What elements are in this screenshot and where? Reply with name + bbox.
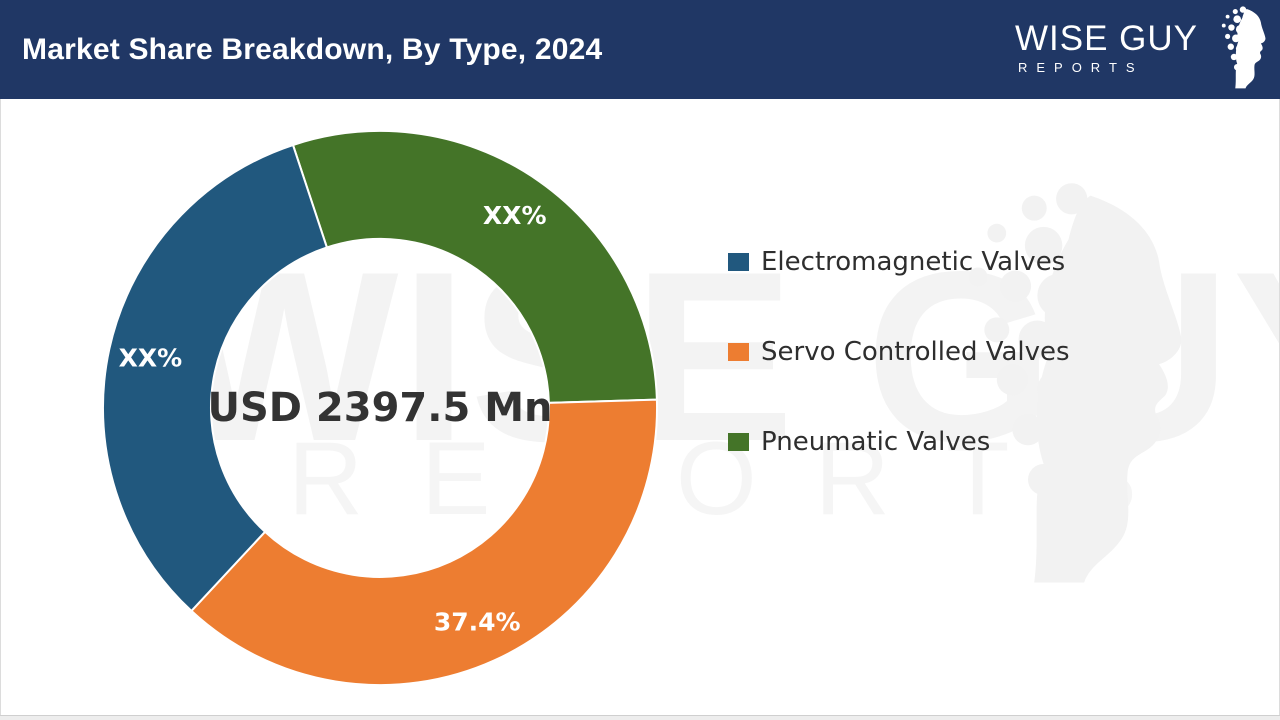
slice-electromagnetic-valves [102,143,329,613]
legend-label-electromagnetic-valves: Electromagnetic Valves [761,247,1066,277]
logo-text: WISE GUY REPORTS [1014,19,1198,75]
page-title: Market Share Breakdown, By Type, 2024 [22,32,603,66]
legend-label-servo-controlled-valves: Servo Controlled Valves [761,337,1070,367]
donut-chart: XX% 37.4% XX% [102,130,658,687]
legend-swatch-pneumatic-valves [728,433,749,451]
slice-label-electromagnetic-valves: XX% [119,343,183,372]
watermark-text-reports: REPORTS [288,421,1195,537]
slice-label-pneumatic-valves: XX% [483,201,547,230]
chart-legend: Electromagnetic Valves Servo Controlled … [728,246,1070,516]
header-bar: Market Share Breakdown, By Type, 2024 WI… [0,0,1280,99]
frame-bottom-border [0,715,1280,720]
logo-face-icon [1221,6,1266,89]
slice-servo-controlled-valves [189,398,658,687]
logo-subtitle: REPORTS [1017,59,1144,75]
logo-wordmark: WISE GUY [1014,19,1198,59]
legend-item-servo-controlled-valves: Servo Controlled Valves [728,336,1070,368]
legend-item-electromagnetic-valves: Electromagnetic Valves [728,246,1070,278]
legend-swatch-electromagnetic-valves [728,253,749,271]
legend-item-pneumatic-valves: Pneumatic Valves [728,426,1070,458]
legend-swatch-servo-controlled-valves [728,343,749,361]
slice-label-servo-controlled-valves: 37.4% [434,608,521,637]
legend-label-pneumatic-valves: Pneumatic Valves [761,427,991,457]
frame-left-border [0,99,1,720]
brand-logo: WISE GUY REPORTS [1015,6,1266,90]
slice-pneumatic-valves [291,130,658,404]
chart-center-value: USD 2397.5 Mn [207,385,553,431]
